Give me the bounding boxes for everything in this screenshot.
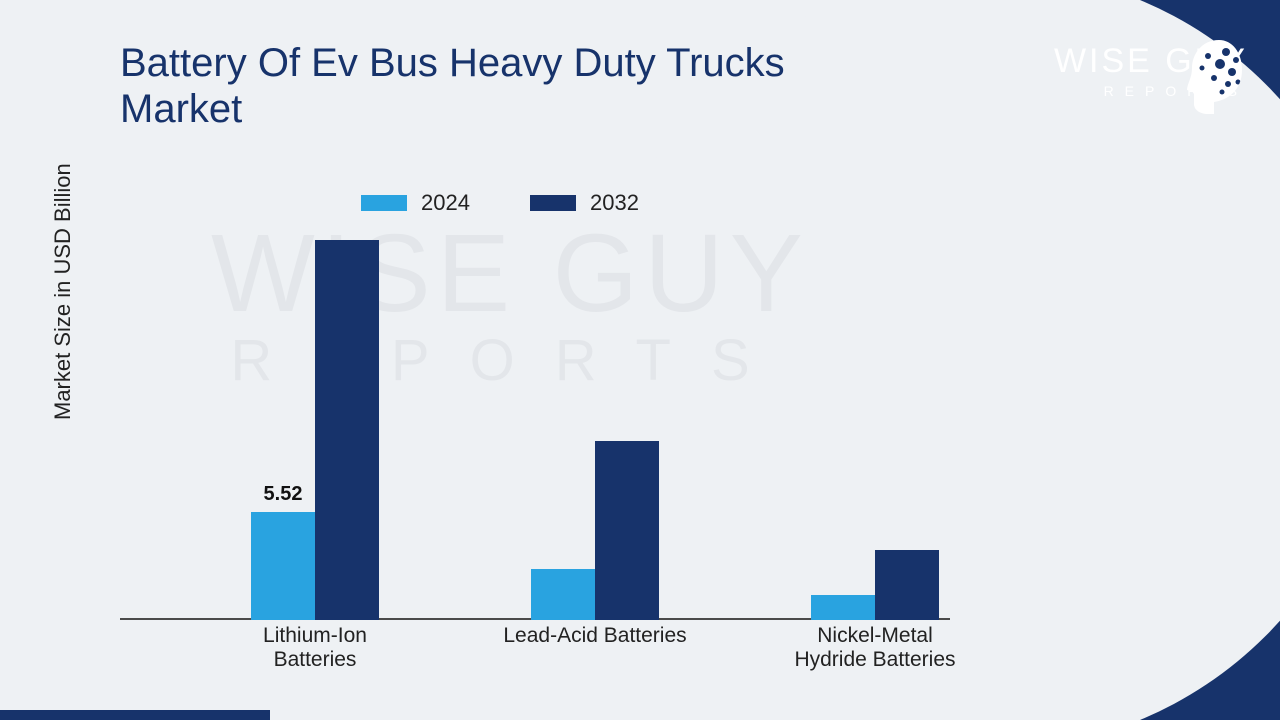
bar-2024 <box>811 595 875 620</box>
bar-2032 <box>315 240 379 620</box>
bar-2032 <box>595 441 659 620</box>
legend-label: 2032 <box>590 190 639 216</box>
bar-group <box>811 550 939 620</box>
x-axis-label: Nickel-Metal Hydride Batteries <box>780 624 970 672</box>
legend-swatch <box>530 195 576 211</box>
bar-group <box>251 240 379 620</box>
bar-group <box>531 441 659 620</box>
legend: 2024 2032 <box>0 190 1000 216</box>
bar-2024 <box>531 569 595 620</box>
legend-item-2032: 2032 <box>530 190 639 216</box>
x-axis-label: Lead-Acid Batteries <box>500 624 690 648</box>
y-axis-label: Market Size in USD Billion <box>50 163 76 420</box>
legend-label: 2024 <box>421 190 470 216</box>
bottom-decor-strip <box>0 710 270 720</box>
legend-swatch <box>361 195 407 211</box>
plot-area: 5.52 <box>120 230 950 620</box>
x-axis-label: Lithium-Ion Batteries <box>220 624 410 672</box>
chart-title: Battery Of Ev Bus Heavy Duty Trucks Mark… <box>120 40 880 132</box>
bar-2024 <box>251 512 315 620</box>
bar-2032 <box>875 550 939 620</box>
chart-canvas: WISE GUY REPORTS Battery Of Ev Bus Heavy… <box>0 0 1280 720</box>
legend-item-2024: 2024 <box>361 190 470 216</box>
brand-logo: WISE GUY REPORTS <box>1054 42 1248 99</box>
logo-head-icon <box>1184 38 1254 118</box>
